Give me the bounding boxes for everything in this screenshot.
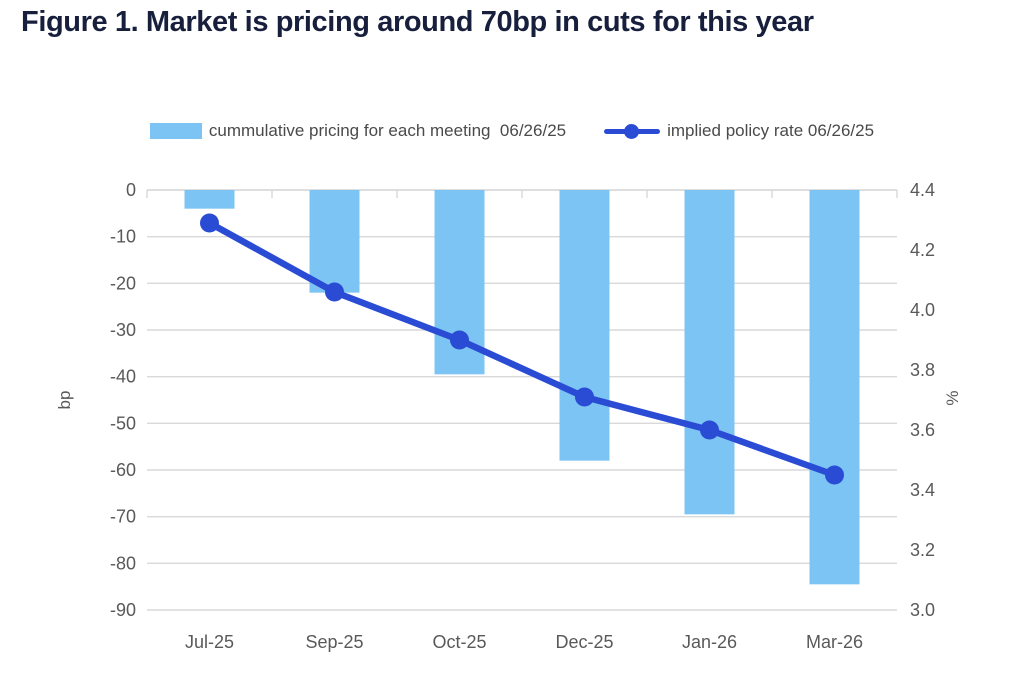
left-axis-tick-label: -60	[110, 460, 136, 480]
implied-policy-rate-line	[206, 219, 838, 479]
line-point-Dec-25	[575, 387, 594, 407]
legend-item-bars: cummulative pricing for each meeting 06/…	[149, 121, 567, 141]
bar-swatch-icon	[149, 123, 202, 139]
bar-Mar-26	[809, 190, 860, 585]
x-axis-label-Mar-26: Mar-26	[806, 632, 863, 652]
right-axis-tick-label: 3.8	[910, 360, 935, 380]
legend-item-line: implied policy rate 06/26/25	[604, 121, 874, 141]
legend-label-line: implied policy rate 06/26/25	[667, 121, 875, 140]
left-axis-tick-label: -40	[110, 367, 136, 387]
x-axis-label-Jan-26: Jan-26	[682, 632, 737, 652]
line-point-Jul-25	[200, 213, 219, 233]
left-axis-tick-label: -90	[110, 600, 136, 620]
x-axis-label-Oct-25: Oct-25	[432, 632, 486, 652]
line-point-Oct-25	[450, 330, 469, 350]
line-dot-swatch-icon	[604, 123, 661, 140]
right-axis-tick-label: 3.4	[910, 480, 935, 500]
left-axis-title: bp	[55, 391, 74, 410]
right-axis-tick-label: 3.2	[910, 540, 935, 560]
x-axis-label-Sep-25: Sep-25	[305, 632, 363, 652]
right-axis-tick-label: 4.0	[910, 300, 935, 320]
left-axis-tick-label: -70	[110, 507, 136, 527]
figure-title: Figure 1. Market is pricing around 70bp …	[21, 6, 814, 38]
bar-Jul-25	[184, 190, 235, 209]
line-point-Jan-26	[700, 420, 719, 440]
bar-Sep-25	[309, 190, 360, 293]
right-axis-title: %	[943, 390, 962, 405]
left-axis-tick-label: -80	[110, 553, 136, 573]
x-axis-label-Jul-25: Jul-25	[185, 632, 234, 652]
left-axis-tick-label: 0	[126, 180, 136, 200]
right-axis-tick-label: 3.0	[910, 600, 935, 620]
line-point-Sep-25	[325, 282, 344, 302]
left-axis-tick-label: -50	[110, 413, 136, 433]
chart-legend: cummulative pricing for each meeting 06/…	[0, 121, 1024, 141]
left-axis-tick-label: -30	[110, 320, 136, 340]
x-axis-label-Dec-25: Dec-25	[555, 632, 613, 652]
left-axis-tick-label: -20	[110, 273, 136, 293]
right-axis-tick-label: 4.4	[910, 180, 935, 200]
line-point-Mar-26	[825, 465, 844, 485]
bar-Dec-25	[559, 190, 610, 461]
left-axis-tick-label: -10	[110, 227, 136, 247]
legend-label-bars: cummulative pricing for each meeting 06/…	[208, 121, 567, 140]
right-axis-tick-label: 4.2	[910, 240, 935, 260]
bar-Jan-26	[684, 190, 735, 515]
right-axis-tick-label: 3.6	[910, 420, 935, 440]
